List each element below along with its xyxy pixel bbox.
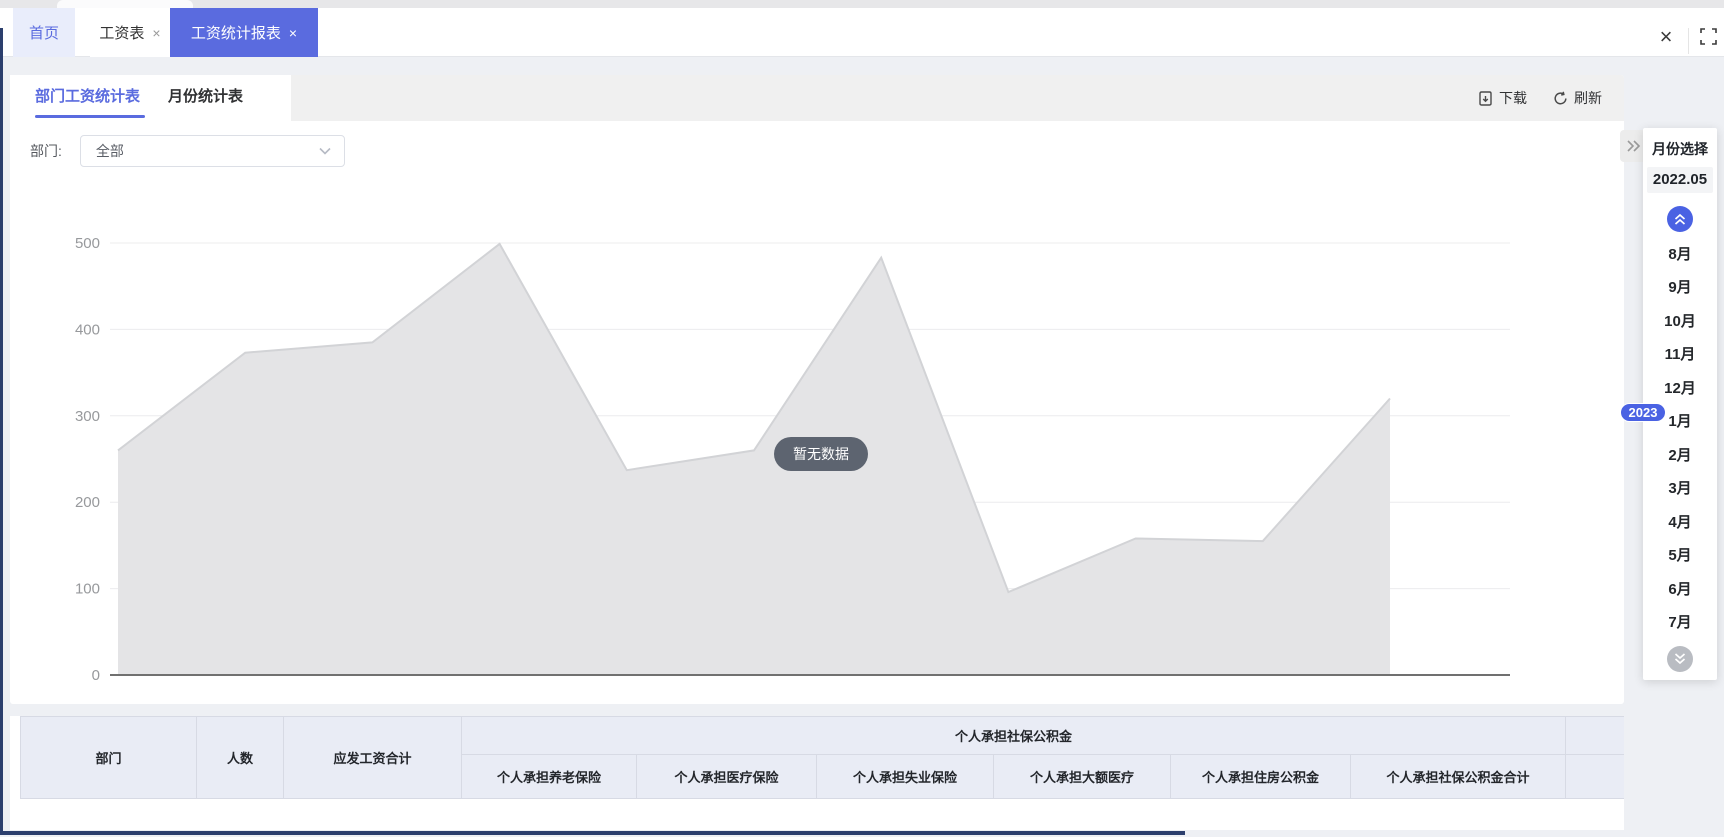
double-chevron-right-icon <box>1626 140 1640 152</box>
refresh-icon <box>1554 91 1567 104</box>
svg-text:300: 300 <box>75 408 100 425</box>
window-edge-bottom <box>0 831 1185 835</box>
refresh-label: 刷新 <box>1574 90 1602 106</box>
stats-table-card: 部门 人数 应发工资合计 个人承担社保公积金 个人承担养老保险 个人承担医疗保险… <box>10 716 1624 830</box>
col-header-personal-total: 个人承担社保公积金合计 <box>1349 754 1567 799</box>
month-panel-title: 月份选择 <box>1652 141 1708 157</box>
col-header-unemployment: 个人承担失业保险 <box>816 754 994 799</box>
month-item[interactable]: 12月 <box>1664 379 1696 397</box>
double-chevron-down-icon <box>1674 653 1686 665</box>
window-top-notch <box>57 0 193 8</box>
tab-close-icon[interactable]: × <box>288 24 298 41</box>
month-item[interactable]: 9月 <box>1668 279 1692 297</box>
department-filter-label: 部门: <box>30 143 62 159</box>
subtab-strip: 部门工资统计表 月份统计表 下载 刷新 <box>10 75 1624 121</box>
table-empty-body <box>10 799 1624 829</box>
month-item[interactable]: 4月 <box>1668 513 1692 531</box>
col-header-department: 部门 <box>20 716 197 799</box>
tab-salary-report[interactable]: 工资统计报表 × <box>170 8 318 57</box>
col-header-headcount: 人数 <box>196 716 284 799</box>
col-header-housing-fund: 个人承担住房公积金 <box>1170 754 1351 799</box>
month-item[interactable]: 6月 <box>1668 580 1692 598</box>
month-item[interactable]: 1月 <box>1668 413 1692 431</box>
report-card: 部门工资统计表 月份统计表 下载 刷新 部门: <box>10 75 1624 704</box>
col-header-gross-pay-total: 应发工资合计 <box>283 716 462 799</box>
tab-salary-sheet[interactable]: 工资表 × <box>90 8 170 57</box>
scroll-down-button[interactable] <box>1667 645 1693 672</box>
month-item[interactable]: 3月 <box>1668 480 1692 498</box>
department-select[interactable]: 全部 <box>79 135 345 167</box>
download-label: 下载 <box>1499 90 1527 106</box>
tab-salary-sheet-label: 工资表 <box>99 25 145 42</box>
month-item[interactable]: 7月 <box>1668 614 1692 632</box>
double-chevron-up-icon <box>1674 213 1686 225</box>
svg-text:500: 500 <box>75 235 100 252</box>
tab-month-stats[interactable]: 月份统计表 <box>168 88 244 105</box>
scroll-up-button[interactable] <box>1667 206 1693 232</box>
group-header-company-clipped <box>1565 716 1624 755</box>
tab-home-label: 首页 <box>28 25 59 42</box>
tab-home[interactable]: 首页 <box>13 8 75 57</box>
col-header-major-medical: 个人承担大额医疗 <box>993 754 1171 799</box>
department-filter: 部门: 全部 <box>30 135 345 167</box>
fullscreen-glyph <box>1699 28 1717 45</box>
no-data-tooltip: 暂无数据 <box>774 437 868 471</box>
tab-salary-report-label: 工资统计报表 <box>190 25 281 42</box>
tab-department-stats[interactable]: 部门工资统计表 <box>35 88 141 105</box>
svg-text:400: 400 <box>75 321 100 338</box>
month-item[interactable]: 10月 <box>1664 312 1696 330</box>
month-item[interactable]: 2月 <box>1668 446 1692 464</box>
col-header-company-clipped: 公司承担 <box>1565 754 1624 799</box>
stats-table: 部门 人数 应发工资合计 个人承担社保公积金 个人承担养老保险 个人承担医疗保险… <box>20 716 1624 799</box>
card-actions: 下载 刷新 <box>1478 75 1602 121</box>
svg-text:0: 0 <box>92 667 100 684</box>
department-select-value: 全部 <box>95 143 124 159</box>
svg-text:200: 200 <box>75 494 100 511</box>
close-icon[interactable]: × <box>1659 23 1673 49</box>
topbar-divider <box>1688 28 1689 54</box>
panel-collapse-button[interactable] <box>1620 130 1647 162</box>
subtab-white-zone <box>10 75 291 121</box>
month-item[interactable]: 8月 <box>1668 245 1692 263</box>
col-header-pension: 个人承担养老保险 <box>461 754 637 799</box>
col-header-medical: 个人承担医疗保险 <box>636 754 817 799</box>
fullscreen-icon[interactable] <box>1690 16 1724 57</box>
current-month-value: 2022.05 <box>1647 167 1713 193</box>
year-badge: 2023 <box>1620 403 1666 422</box>
window-edge-left <box>0 28 3 831</box>
download-icon <box>1479 90 1492 106</box>
group-header-personal-social-security: 个人承担社保公积金 <box>460 716 1567 755</box>
download-button[interactable]: 下载 <box>1478 88 1527 108</box>
tab-close-icon[interactable]: × <box>152 24 161 41</box>
month-item[interactable]: 5月 <box>1668 547 1692 565</box>
svg-text:100: 100 <box>75 581 100 598</box>
active-subtab-underline <box>35 115 145 118</box>
area-chart: 0 100 200 300 400 500 <box>75 235 1510 684</box>
chevron-down-icon <box>319 147 331 155</box>
window-top-strip <box>0 0 1724 8</box>
top-tab-bar: 首页 工资表 × 工资统计报表 × × <box>0 8 1724 57</box>
month-list: 8月 9月 10月 11月 12月 1月 2月 3月 4月 5月 6月 7月 <box>1643 206 1717 672</box>
refresh-button[interactable]: 刷新 <box>1553 88 1602 108</box>
month-item[interactable]: 11月 <box>1664 346 1696 364</box>
